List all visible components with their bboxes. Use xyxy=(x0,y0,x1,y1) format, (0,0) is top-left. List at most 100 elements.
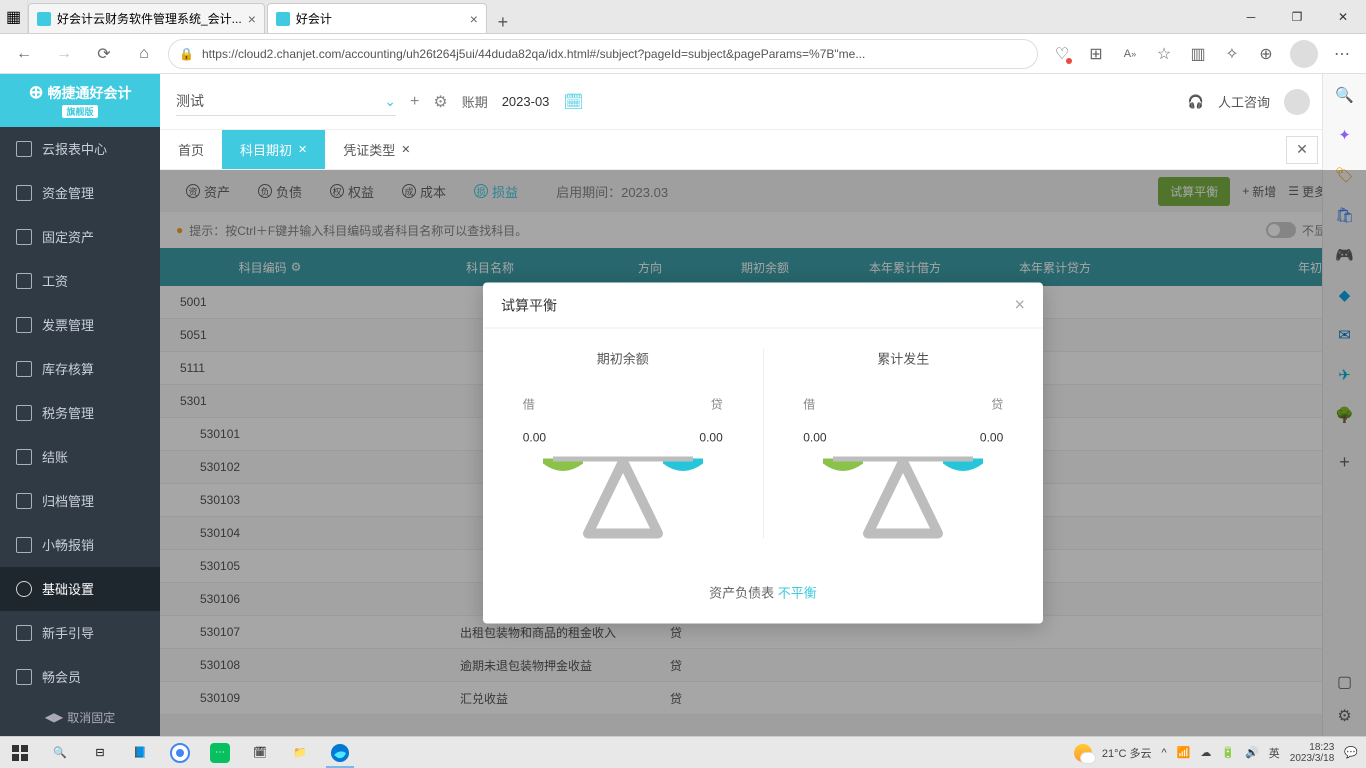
extensions-icon[interactable]: ⊞ xyxy=(1086,44,1106,64)
wechat-app[interactable]: ⋯ xyxy=(200,737,240,768)
trial-balance-modal: 试算平衡 × 期初余额 借贷 0.000.00 xyxy=(483,283,1043,624)
sidebar-item-1[interactable]: 资金管理 xyxy=(0,171,160,215)
home-button[interactable]: ⌂ xyxy=(128,38,160,70)
forward-button[interactable]: → xyxy=(48,38,80,70)
url-text: https://cloud2.chanjet.com/accounting/uh… xyxy=(202,47,865,61)
menu-icon xyxy=(16,581,32,597)
taskbar-app[interactable]: 📘 xyxy=(120,737,160,768)
sidebar-item-0[interactable]: 云报表中心 xyxy=(0,127,160,171)
read-aloud-icon[interactable]: A» xyxy=(1120,44,1140,64)
search-button[interactable]: 🔍 xyxy=(40,737,80,768)
browser-titlebar: ▦ 好会计云财务软件管理系统_会计... × 好会计 × + ─ ❐ ✕ xyxy=(0,0,1366,34)
settings-icon[interactable]: ⚙ xyxy=(433,92,447,112)
balance-scale-icon xyxy=(793,449,1013,539)
close-button[interactable]: ✕ xyxy=(1320,0,1366,34)
volume-icon[interactable]: 🔊 xyxy=(1245,746,1259,759)
collections-icon[interactable]: ▥ xyxy=(1188,44,1208,64)
sidebar-item-6[interactable]: 税务管理 xyxy=(0,391,160,435)
sidebar-item-2[interactable]: 固定资产 xyxy=(0,215,160,259)
menu-button[interactable]: ⋯ xyxy=(1332,44,1352,64)
browser-tab-1[interactable]: 好会计云财务软件管理系统_会计... × xyxy=(28,3,265,33)
tab-title: 好会计云财务软件管理系统_会计... xyxy=(57,10,242,27)
cloud-icon[interactable]: ☁ xyxy=(1200,746,1211,759)
notifications-button[interactable]: 💬 xyxy=(1344,746,1358,759)
app-sidebar: ⊕畅捷通好会计 旗舰版 云报表中心资金管理固定资产工资发票管理库存核算税务管理结… xyxy=(0,74,160,736)
ime-indicator[interactable]: 英 xyxy=(1269,745,1280,761)
user-avatar[interactable] xyxy=(1284,89,1310,115)
close-icon[interactable]: × xyxy=(248,11,256,27)
modal-footer: 资产负债表 不平衡 xyxy=(483,569,1043,624)
windows-taskbar: 🔍 ⊟ 📘 ⋯ 🗓 📁 21°C 多云 ^ 📶 ☁ 🔋 🔊 英 18:23 20… xyxy=(0,736,1366,768)
menu-icon xyxy=(16,361,32,377)
weather-text[interactable]: 21°C 多云 xyxy=(1102,745,1152,761)
page-tab-2[interactable]: 凭证类型✕ xyxy=(325,130,428,169)
menu-icon xyxy=(16,669,32,685)
menu-icon xyxy=(16,229,32,245)
unbalanced-link[interactable]: 不平衡 xyxy=(778,586,817,601)
menu-icon xyxy=(16,185,32,201)
close-icon[interactable]: ✕ xyxy=(401,143,410,156)
address-bar[interactable]: 🔒 https://cloud2.chanjet.com/accounting/… xyxy=(168,39,1038,69)
tab-title: 好会计 xyxy=(296,10,332,27)
notification-icon[interactable]: ♡ xyxy=(1052,44,1072,64)
column-title: 累计发生 xyxy=(877,349,929,368)
clock[interactable]: 18:23 2023/3/18 xyxy=(1290,742,1335,764)
close-icon[interactable]: ✕ xyxy=(298,143,307,156)
sidebar-unpin[interactable]: ◀▶ 取消固定 xyxy=(0,699,160,737)
browser-tab-2[interactable]: 好会计 × xyxy=(267,3,487,33)
menu-icon xyxy=(16,493,32,509)
period-value: 2023-03 xyxy=(502,94,550,109)
sidebar-item-4[interactable]: 发票管理 xyxy=(0,303,160,347)
sidebar-item-9[interactable]: 小畅报销 xyxy=(0,523,160,567)
app-logo: ⊕畅捷通好会计 旗舰版 xyxy=(0,74,160,127)
accumulated-column: 累计发生 借贷 0.000.00 xyxy=(764,349,1044,539)
tray-chevron[interactable]: ^ xyxy=(1162,747,1167,759)
search-icon[interactable]: 🔍 xyxy=(1334,84,1356,106)
app-topbar: 测试 ⌄ + ⚙ 账期 2023-03 🗓 🎧 人工咨询 用友 xyxy=(160,74,1366,130)
browser-toolbar: ← → ⟳ ⌂ 🔒 https://cloud2.chanjet.com/acc… xyxy=(0,34,1366,74)
favorites-icon[interactable]: ☆ xyxy=(1154,44,1174,64)
close-icon[interactable]: × xyxy=(470,11,478,27)
edge-app[interactable] xyxy=(320,737,360,768)
consult-link[interactable]: 人工咨询 xyxy=(1218,92,1270,111)
new-tab-button[interactable]: + xyxy=(489,12,517,33)
collections-icon-2[interactable]: ⊕ xyxy=(1256,44,1276,64)
battery-icon[interactable]: 🔋 xyxy=(1221,746,1235,759)
sidebar-item-11[interactable]: 新手引导 xyxy=(0,611,160,655)
modal-close-button[interactable]: × xyxy=(1014,295,1025,316)
page-tab-0[interactable]: 首页 xyxy=(160,130,222,169)
menu-icon xyxy=(16,317,32,333)
column-title: 期初余额 xyxy=(597,349,649,368)
balance-scale-icon xyxy=(513,449,733,539)
menu-icon xyxy=(16,625,32,641)
company-name: 测试 xyxy=(176,91,204,111)
refresh-button[interactable]: ⟳ xyxy=(88,38,120,70)
task-view-button[interactable]: ⊟ xyxy=(80,737,120,768)
minimize-button[interactable]: ─ xyxy=(1228,0,1274,34)
weather-icon xyxy=(1074,744,1092,762)
profile-button[interactable] xyxy=(1290,40,1318,68)
sidebar-item-3[interactable]: 工资 xyxy=(0,259,160,303)
favicon xyxy=(37,12,51,26)
back-button[interactable]: ← xyxy=(8,38,40,70)
menu-icon xyxy=(16,405,32,421)
chrome-app[interactable] xyxy=(160,737,200,768)
sidebar-item-7[interactable]: 结账 xyxy=(0,435,160,479)
add-button[interactable]: + xyxy=(410,93,419,111)
wifi-icon[interactable]: 📶 xyxy=(1177,746,1191,759)
explorer-app[interactable]: 📁 xyxy=(280,737,320,768)
favorites-bar-icon[interactable]: ✧ xyxy=(1222,44,1242,64)
company-selector[interactable]: 测试 ⌄ xyxy=(176,87,396,116)
page-tab-1[interactable]: 科目期初✕ xyxy=(222,130,325,169)
sparkle-icon[interactable]: ✦ xyxy=(1334,124,1356,146)
sidebar-item-5[interactable]: 库存核算 xyxy=(0,347,160,391)
calendar-app[interactable]: 🗓 xyxy=(240,737,280,768)
sidebar-item-12[interactable]: 畅会员 xyxy=(0,655,160,699)
start-button[interactable] xyxy=(0,737,40,768)
calendar-icon[interactable]: 🗓 xyxy=(563,92,583,112)
sidebar-item-10[interactable]: 基础设置 xyxy=(0,567,160,611)
close-all-tabs[interactable]: ✕ xyxy=(1286,136,1318,164)
maximize-button[interactable]: ❐ xyxy=(1274,0,1320,34)
tab-actions-button[interactable]: ▦ xyxy=(0,0,28,33)
sidebar-item-8[interactable]: 归档管理 xyxy=(0,479,160,523)
